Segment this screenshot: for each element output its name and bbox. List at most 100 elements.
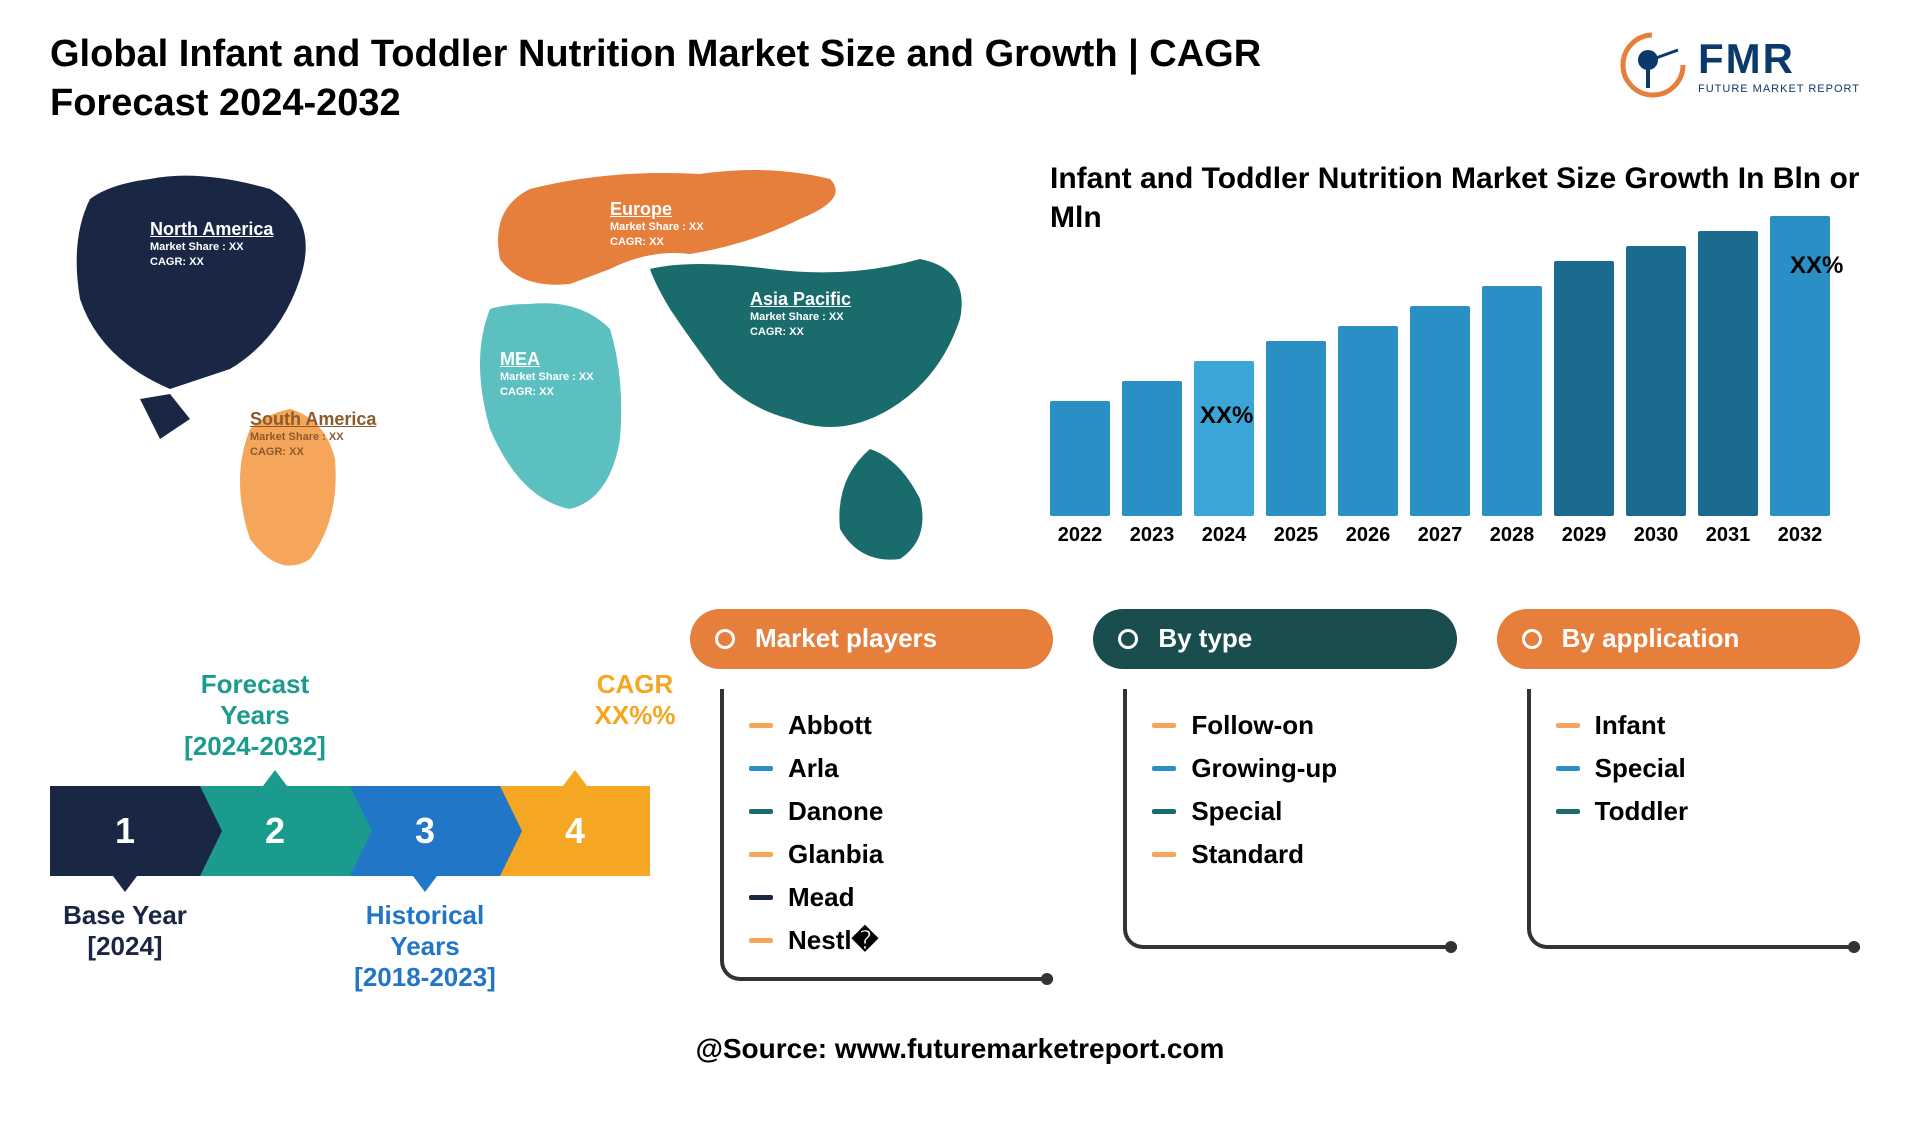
dash-icon bbox=[1152, 852, 1176, 857]
dash-icon bbox=[749, 766, 773, 771]
region-label: South AmericaMarket Share : XXCAGR: XX bbox=[250, 409, 376, 461]
timeline-segment: 4 bbox=[500, 786, 650, 876]
category-item-label: Standard bbox=[1191, 839, 1304, 870]
category-item: Toddler bbox=[1556, 790, 1860, 833]
category-header: By type bbox=[1093, 609, 1456, 669]
category-header: By application bbox=[1497, 609, 1860, 669]
dash-icon bbox=[1556, 723, 1580, 728]
dash-icon bbox=[749, 723, 773, 728]
bar-year-label: 2030 bbox=[1634, 524, 1679, 547]
bar bbox=[1410, 306, 1470, 516]
pct-label: XX% bbox=[1790, 252, 1843, 280]
hist-value: [2018-2023] bbox=[350, 962, 500, 993]
category-item: Nestl� bbox=[749, 919, 1053, 962]
bar-wrap: 2030 bbox=[1626, 246, 1686, 547]
category-item-label: Special bbox=[1595, 753, 1686, 784]
category-item: Infant bbox=[1556, 704, 1860, 747]
bar-year-label: 2031 bbox=[1706, 524, 1751, 547]
chart-title: Infant and Toddler Nutrition Market Size… bbox=[1050, 159, 1860, 237]
category-item: Standard bbox=[1152, 833, 1456, 876]
category-column: By type Follow-on Growing-up Special Standar… bbox=[1093, 609, 1456, 981]
dash-icon bbox=[749, 938, 773, 943]
category-item-label: Abbott bbox=[788, 710, 872, 741]
region-label: Asia PacificMarket Share : XXCAGR: XX bbox=[750, 289, 851, 341]
category-list: Abbott Arla Danone Glanbia Mead Nestl� bbox=[720, 689, 1053, 981]
dash-icon bbox=[1152, 723, 1176, 728]
cagr-label: CAGR bbox=[560, 669, 710, 700]
category-item-label: Special bbox=[1191, 796, 1282, 827]
category-header: Market players bbox=[690, 609, 1053, 669]
timeline: Forecast Years [2024-2032] CAGR XX%% 123… bbox=[50, 609, 650, 993]
bar-wrap: 2024 bbox=[1194, 361, 1254, 547]
region-label: MEAMarket Share : XXCAGR: XX bbox=[500, 349, 594, 401]
dash-icon bbox=[1556, 766, 1580, 771]
bar-year-label: 2022 bbox=[1058, 524, 1103, 547]
dash-icon bbox=[749, 852, 773, 857]
bar-year-label: 2024 bbox=[1202, 524, 1247, 547]
category-list: Infant Special Toddler bbox=[1527, 689, 1860, 949]
base-year-value: [2024] bbox=[50, 931, 200, 962]
bar-wrap: 2027 bbox=[1410, 306, 1470, 547]
forecast-range: [2024-2032] bbox=[180, 731, 330, 762]
bar-wrap: 2029 bbox=[1554, 261, 1614, 547]
category-column: By application Infant Special Toddler bbox=[1497, 609, 1860, 981]
bar-year-label: 2027 bbox=[1418, 524, 1463, 547]
category-item: Arla bbox=[749, 747, 1053, 790]
logo-icon bbox=[1618, 30, 1688, 100]
pct-label: XX% bbox=[1200, 402, 1253, 430]
world-map: North AmericaMarket Share : XXCAGR: XX So… bbox=[50, 159, 1010, 579]
category-item-label: Growing-up bbox=[1191, 753, 1337, 784]
category-column: Market players Abbott Arla Danone Glanbia Mea… bbox=[690, 609, 1053, 981]
category-item: Growing-up bbox=[1152, 747, 1456, 790]
bar-year-label: 2023 bbox=[1130, 524, 1175, 547]
bar-year-label: 2025 bbox=[1274, 524, 1319, 547]
category-item-label: Glanbia bbox=[788, 839, 883, 870]
category-item: Abbott bbox=[749, 704, 1053, 747]
dash-icon bbox=[749, 895, 773, 900]
bar bbox=[1554, 261, 1614, 516]
bar-wrap: 2023 bbox=[1122, 381, 1182, 547]
bar-year-label: 2026 bbox=[1346, 524, 1391, 547]
category-item-label: Danone bbox=[788, 796, 883, 827]
forecast-label: Forecast Years bbox=[180, 669, 330, 731]
timeline-segment: 3 bbox=[350, 786, 500, 876]
logo-text: FMR bbox=[1698, 35, 1860, 83]
bar bbox=[1122, 381, 1182, 516]
category-item: Special bbox=[1152, 790, 1456, 833]
region-label: EuropeMarket Share : XXCAGR: XX bbox=[610, 199, 704, 251]
timeline-segment: 2 bbox=[200, 786, 350, 876]
base-year-label: Base Year bbox=[50, 900, 200, 931]
timeline-segment: 1 bbox=[50, 786, 200, 876]
category-item-label: Infant bbox=[1595, 710, 1666, 741]
growth-chart: Infant and Toddler Nutrition Market Size… bbox=[1050, 159, 1860, 579]
bar-year-label: 2032 bbox=[1778, 524, 1823, 547]
cagr-value: XX%% bbox=[560, 700, 710, 731]
bar-year-label: 2028 bbox=[1490, 524, 1535, 547]
bar bbox=[1266, 341, 1326, 516]
hist-label: Historical Years bbox=[350, 900, 500, 962]
category-item: Mead bbox=[749, 876, 1053, 919]
logo-subtitle: FUTURE MARKET REPORT bbox=[1698, 83, 1860, 95]
region-label: North AmericaMarket Share : XXCAGR: XX bbox=[150, 219, 273, 271]
bar bbox=[1338, 326, 1398, 516]
category-item: Danone bbox=[749, 790, 1053, 833]
bar bbox=[1626, 246, 1686, 516]
bar-year-label: 2029 bbox=[1562, 524, 1607, 547]
bar-wrap: 2028 bbox=[1482, 286, 1542, 547]
dash-icon bbox=[1152, 766, 1176, 771]
bar-wrap: 2026 bbox=[1338, 326, 1398, 547]
bar bbox=[1050, 401, 1110, 516]
bar-wrap: 2025 bbox=[1266, 341, 1326, 547]
logo: FMR FUTURE MARKET REPORT bbox=[1618, 30, 1860, 100]
dash-icon bbox=[1152, 809, 1176, 814]
category-item: Follow-on bbox=[1152, 704, 1456, 747]
category-item-label: Mead bbox=[788, 882, 854, 913]
page-title: Global Infant and Toddler Nutrition Mark… bbox=[50, 30, 1350, 129]
dash-icon bbox=[1556, 809, 1580, 814]
category-item: Special bbox=[1556, 747, 1860, 790]
bar bbox=[1698, 231, 1758, 516]
bar bbox=[1194, 361, 1254, 516]
bar-wrap: 2031 bbox=[1698, 231, 1758, 547]
bar-wrap: 2022 bbox=[1050, 401, 1110, 547]
category-item-label: Toddler bbox=[1595, 796, 1688, 827]
